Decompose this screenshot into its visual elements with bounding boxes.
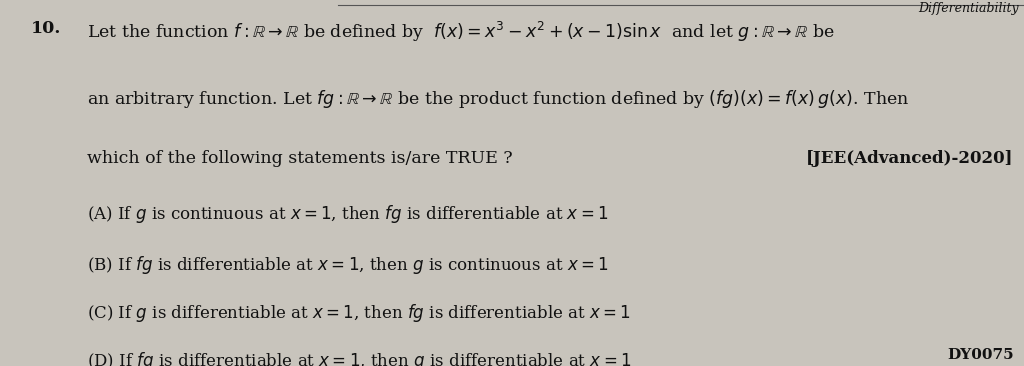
Text: Let the function $f : \mathbb{R} \rightarrow \mathbb{R}$ be defined by  $f(x) = : Let the function $f : \mathbb{R} \righta… [87, 20, 835, 44]
Text: [JEE(Advanced)-2020]: [JEE(Advanced)-2020] [806, 150, 1014, 167]
Text: an arbitrary function. Let $fg : \mathbb{R} \rightarrow \mathbb{R}$ be the produ: an arbitrary function. Let $fg : \mathbb… [87, 88, 909, 110]
Text: which of the following statements is/are TRUE ?: which of the following statements is/are… [87, 150, 513, 167]
Text: (A) If $g$ is continuous at $x = 1$, then $fg$ is differentiable at $x = 1$: (A) If $g$ is continuous at $x = 1$, the… [87, 203, 608, 225]
Text: (C) If $g$ is differentiable at $x = 1$, then $fg$ is differentiable at $x = 1$: (C) If $g$ is differentiable at $x = 1$,… [87, 302, 631, 324]
Text: (B) If $fg$ is differentiable at $x = 1$, then $g$ is continuous at $x = 1$: (B) If $fg$ is differentiable at $x = 1$… [87, 254, 608, 276]
Text: DY0075: DY0075 [947, 348, 1014, 362]
Text: 10.: 10. [31, 20, 61, 37]
Text: Differentiability: Differentiability [919, 2, 1019, 15]
Text: (D) If $fg$ is differentiable at $x = 1$, then $g$ is differentiable at $x = 1$: (D) If $fg$ is differentiable at $x = 1$… [87, 350, 632, 366]
